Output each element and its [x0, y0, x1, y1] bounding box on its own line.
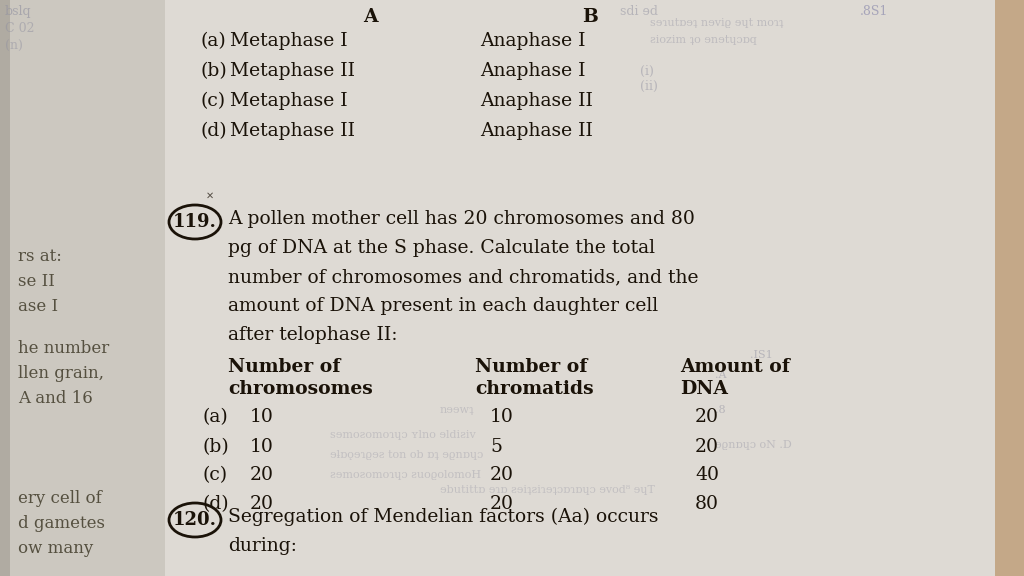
Text: sdi ɘd: sdi ɘd [620, 5, 658, 18]
Text: 20: 20 [490, 466, 514, 484]
Text: (c): (c) [203, 466, 228, 484]
Text: Metaphase II: Metaphase II [230, 122, 355, 140]
Text: 20: 20 [695, 438, 719, 456]
Text: 5: 5 [490, 438, 502, 456]
Text: .8S1: .8S1 [860, 5, 889, 18]
Text: during:: during: [228, 537, 297, 555]
Text: 120.: 120. [173, 511, 217, 529]
Text: A: A [362, 8, 377, 26]
Text: Anaphase I: Anaphase I [480, 62, 586, 80]
Text: ery cell of: ery cell of [18, 490, 101, 507]
Text: 20: 20 [695, 408, 719, 426]
Text: 40: 40 [695, 466, 719, 484]
Text: ow many: ow many [18, 540, 93, 557]
Text: Metaphase I: Metaphase I [230, 32, 347, 50]
Text: sɘɿutɒɘʇ nɘviϱ ɘɥt moɿʇ: sɘɿutɒɘʇ nɘviϱ ɘɥt moɿʇ [650, 18, 783, 28]
Text: 80: 80 [695, 495, 719, 513]
Text: he number: he number [18, 340, 110, 357]
Text: .IS1: .IS1 [750, 350, 773, 360]
Text: 10: 10 [490, 408, 514, 426]
Text: ƨɘmoƨomoɿɥɔ ƨuoϱolomoH: ƨɘmoƨomoɿɥɔ ƨuoϱolomoH [330, 470, 481, 480]
Text: ƨiozim ʇo ɘnɘtɥɔɒq: ƨiozim ʇo ɘnɘtɥɔɒq [650, 35, 757, 45]
Bar [0, 0, 10, 576]
Text: chromatids: chromatids [475, 380, 594, 398]
Text: Anaphase II: Anaphase II [480, 92, 593, 110]
Text: B: B [582, 8, 598, 26]
Bar [0, 0, 165, 576]
Text: pg of DNA at the S phase. Calculate the total: pg of DNA at the S phase. Calculate the … [228, 239, 655, 257]
Text: 20: 20 [250, 495, 274, 513]
Text: (c): (c) [200, 92, 225, 110]
Text: .8: .8 [715, 405, 726, 415]
Text: number of chromosomes and chromatids, and the: number of chromosomes and chromatids, an… [228, 268, 698, 286]
Text: Anaphase II: Anaphase II [480, 122, 593, 140]
Text: (a): (a) [203, 408, 228, 426]
Text: Number of: Number of [475, 358, 588, 376]
Text: d gametes: d gametes [18, 515, 105, 532]
Text: Anaphase I: Anaphase I [480, 32, 586, 50]
Text: (d): (d) [200, 122, 226, 140]
Text: ✕: ✕ [206, 191, 214, 201]
Text: ase I: ase I [18, 298, 58, 315]
Text: llen grain,: llen grain, [18, 365, 104, 382]
Text: DNA: DNA [680, 380, 728, 398]
Text: 119.: 119. [173, 213, 217, 231]
Text: Amount of: Amount of [680, 358, 790, 376]
Text: ɘƚɒǫɘɿϱɘƨ ton ob ɒʇ ɘϱnɒɥɔ: ɘƚɒǫɘɿϱɘƨ ton ob ɒʇ ɘϱnɒɥɔ [330, 450, 483, 460]
Text: Metaphase II: Metaphase II [230, 62, 355, 80]
Text: se II: se II [18, 273, 55, 290]
Text: 10: 10 [250, 408, 273, 426]
Text: .A: .A [715, 370, 726, 380]
Text: Segregation of Mendelian factors (Aa) occurs: Segregation of Mendelian factors (Aa) oc… [228, 508, 658, 526]
Text: 20: 20 [490, 495, 514, 513]
Text: A and 16: A and 16 [18, 390, 93, 407]
Text: bslq: bslq [5, 5, 32, 18]
Text: (d): (d) [203, 495, 229, 513]
Text: chromosomes: chromosomes [228, 380, 373, 398]
Text: rs at:: rs at: [18, 248, 61, 265]
Bar [995, 0, 1024, 576]
Text: ɘϱnɒɥɔ oN .D: ɘϱnɒɥɔ oN .D [715, 440, 792, 450]
Text: amount of DNA present in each daughter cell: amount of DNA present in each daughter c… [228, 297, 658, 315]
Text: 10: 10 [250, 438, 273, 456]
Text: A pollen mother cell has 20 chromosomes and 80: A pollen mother cell has 20 chromosomes … [228, 210, 695, 228]
Text: (a): (a) [200, 32, 225, 50]
Text: Metaphase I: Metaphase I [230, 92, 347, 110]
Text: (n): (n) [5, 40, 23, 53]
Text: (b): (b) [203, 438, 229, 456]
Text: C 02: C 02 [5, 22, 35, 35]
Text: 20: 20 [250, 466, 274, 484]
Text: after telophase II:: after telophase II: [228, 326, 397, 344]
Text: Number of: Number of [228, 358, 340, 376]
Text: (b): (b) [200, 62, 226, 80]
Text: (ii): (ii) [640, 80, 657, 93]
Text: (i): (i) [640, 65, 654, 78]
Text: ɘbutittɒ ɘɿɒ ƨɘiʇƨiɿɘʇɔɒɿɒɥɔ ɘvod⁸ ɘɥT: ɘbutittɒ ɘɿɒ ƨɘiʇƨiɿɘʇɔɒɿɒɥɔ ɘvod⁸ ɘɥT [440, 485, 655, 495]
Text: sɘmoƨomoɿɥɔ ʏlno ɘldiƨiv: sɘmoƨomoɿɥɔ ʏlno ɘldiƨiv [330, 430, 476, 440]
Text: nɘɘwʇ: nɘɘwʇ [440, 405, 474, 415]
